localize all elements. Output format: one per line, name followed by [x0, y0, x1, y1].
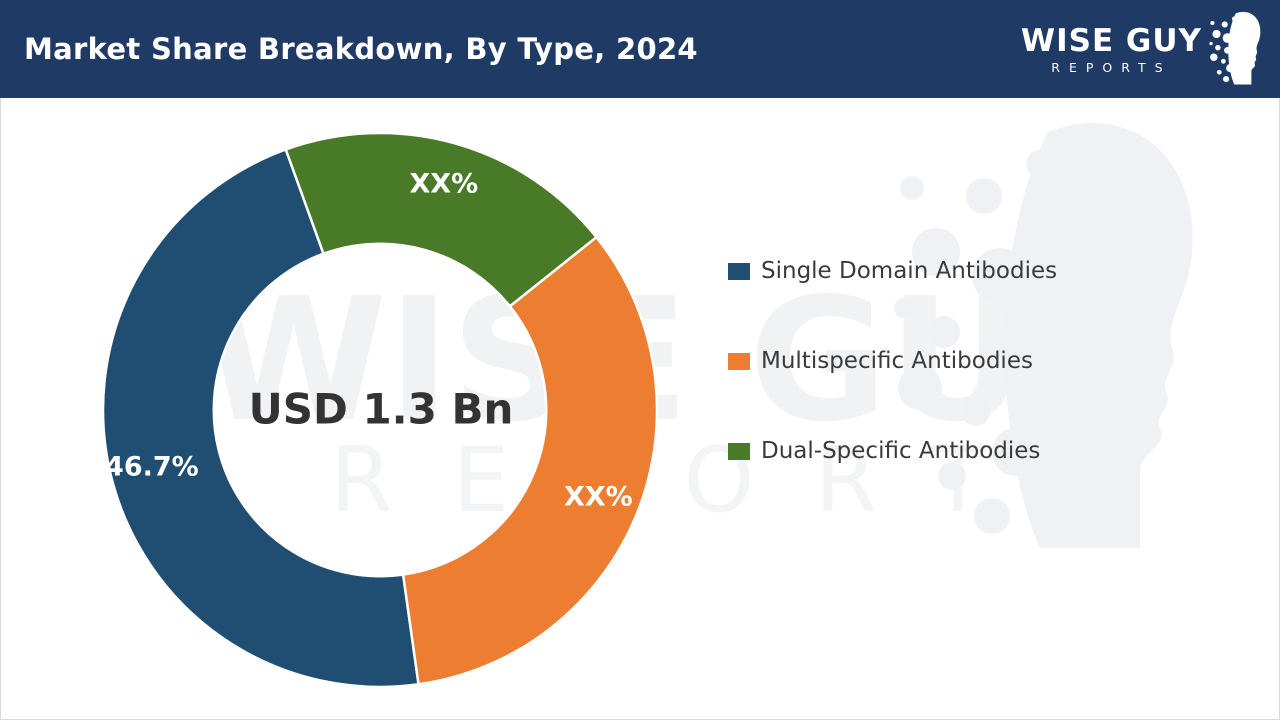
legend-item-dual-specific-antibodies: Dual-Specific Antibodies	[728, 434, 1057, 468]
logo-sub: REPORTS	[1051, 60, 1172, 75]
page-title: Market Share Breakdown, By Type, 2024	[24, 32, 698, 66]
legend-swatch-single-domain-antibodies	[728, 262, 750, 280]
header-bar: Market Share Breakdown, By Type, 2024	[0, 0, 1280, 98]
logo-wordmark: WISE GUY REPORTS	[1021, 23, 1202, 75]
donut-center-label: USD 1.3 Bn	[248, 384, 514, 434]
donut-chart	[101, 131, 659, 689]
legend-label-dual-specific-antibodies: Dual-Specific Antibodies	[761, 438, 1041, 464]
legend-label-single-domain-antibodies: Single Domain Antibodies	[761, 258, 1058, 284]
legend-item-single-domain-antibodies: Single Domain Antibodies	[728, 254, 1057, 288]
legend-item-multispecific-antibodies: Multispecific Antibodies	[728, 344, 1057, 378]
logo-face-icon	[1209, 11, 1261, 85]
brand-logo: WISE GUY REPORTS	[1021, 6, 1266, 92]
legend-swatch-multispecific-antibodies	[728, 352, 750, 370]
legend-label-multispecific-antibodies: Multispecific Antibodies	[761, 348, 1033, 374]
donut-segment-single-domain-antibodies	[101, 148, 420, 689]
donut-segment-label-single-domain-antibodies: 46.7%	[105, 451, 199, 483]
donut-segment-label-dual-specific-antibodies: XX%	[409, 168, 479, 200]
legend-swatch-dual-specific-antibodies	[728, 442, 750, 460]
donut-segment-label-multispecific-antibodies: XX%	[563, 481, 633, 513]
donut-segment-dual-specific-antibodies	[284, 131, 598, 308]
legend: Single Domain Antibodies Multispecific An…	[728, 254, 1057, 524]
logo-name: WISE GUY	[1020, 23, 1202, 59]
donut-segment-multispecific-antibodies	[401, 235, 659, 686]
